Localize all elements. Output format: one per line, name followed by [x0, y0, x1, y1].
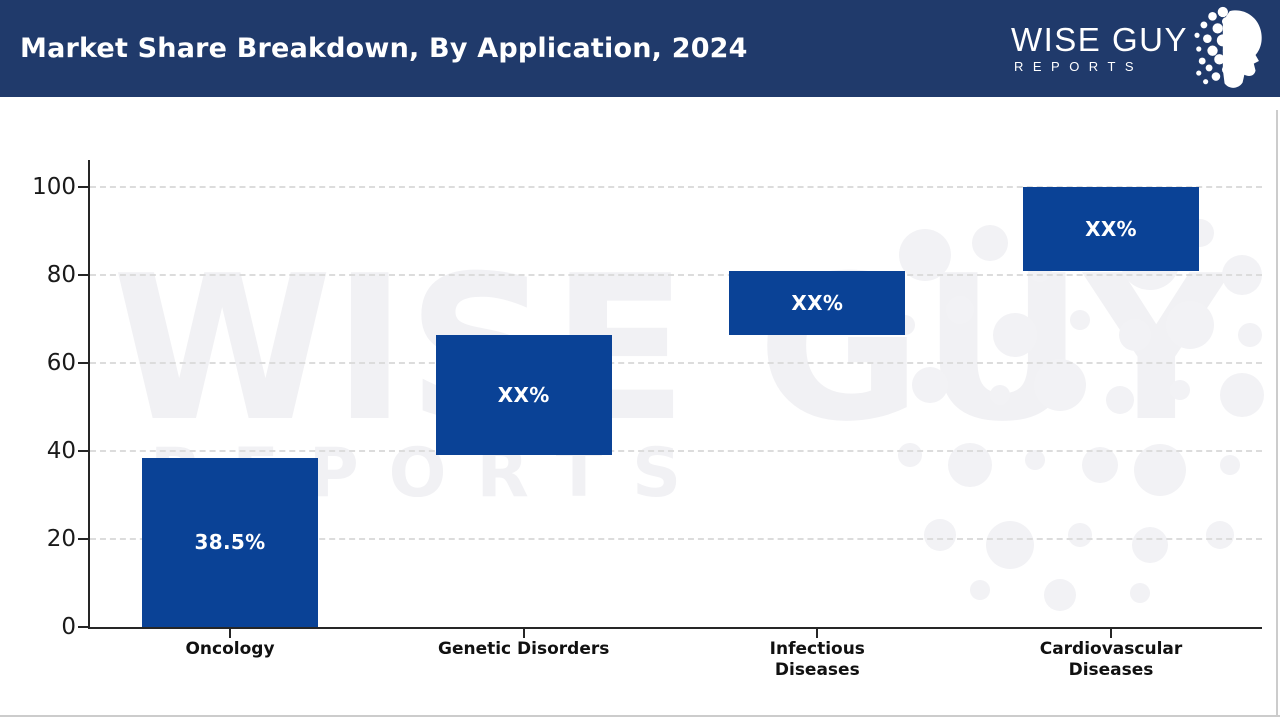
right-divider-line	[1276, 110, 1278, 716]
x-tick-1	[522, 629, 525, 638]
y-tick-label-0: 0	[61, 614, 76, 640]
x-axis-line	[88, 627, 1262, 629]
bar-value-label: 38.5%	[194, 530, 266, 555]
bar-value-label: XX%	[1085, 216, 1137, 241]
y-tick-label-100: 100	[32, 174, 76, 200]
y-tick-80	[78, 274, 88, 276]
x-category-label: Infectious Diseases	[769, 639, 865, 680]
bar-segment: 38.5%	[142, 457, 318, 627]
y-tick-label-20: 20	[46, 526, 76, 552]
logo-text: WISE GUY REPORTS	[1010, 20, 1188, 75]
y-tick-label-80: 80	[46, 262, 76, 288]
y-axis-line	[88, 160, 90, 629]
bottom-divider-line	[0, 715, 1280, 717]
bar-segment: XX%	[435, 335, 612, 456]
bar-value-label: XX%	[497, 383, 550, 408]
logo-sub-label: REPORTS	[1013, 59, 1144, 75]
header-bar: Market Share Breakdown, By Application, …	[0, 0, 1280, 97]
logo-brand-label: WISE GUY	[1010, 20, 1188, 58]
gridline-80	[90, 274, 1262, 276]
y-tick-20	[78, 538, 88, 540]
y-tick-label-60: 60	[46, 350, 76, 376]
x-tick-2	[816, 629, 819, 638]
chart-title: Market Share Breakdown, By Application, …	[20, 33, 748, 64]
y-tick-label-40: 40	[46, 438, 76, 464]
y-tick-100	[78, 186, 88, 188]
x-category-label: Oncology	[185, 639, 275, 659]
gridline-60	[90, 362, 1262, 364]
gridline-40	[90, 450, 1262, 452]
wise-guy-reports-logo: WISE GUY REPORTS	[1011, 6, 1266, 92]
y-tick-40	[78, 450, 88, 452]
bar-segment: XX%	[1023, 187, 1199, 271]
y-tick-0	[78, 626, 88, 628]
bar-value-label: XX%	[791, 291, 844, 316]
logo-face-icon	[1194, 6, 1262, 88]
x-category-label: Genetic Disorders	[437, 639, 610, 659]
gridline-20	[90, 538, 1262, 540]
x-tick-0	[229, 629, 231, 638]
x-category-label: Cardiovascular Diseases	[1039, 639, 1183, 680]
watermark-brand-text: WISE GUY	[112, 233, 1229, 466]
x-tick-3	[1110, 629, 1112, 638]
gridline-100	[90, 186, 1262, 188]
bar-segment: XX%	[729, 271, 906, 336]
y-tick-60	[78, 362, 88, 364]
